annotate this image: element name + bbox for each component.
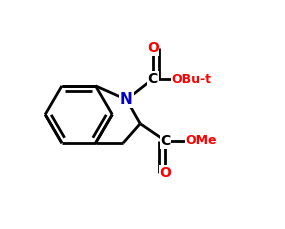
Text: C: C xyxy=(148,72,158,86)
Text: N: N xyxy=(120,92,133,107)
Text: OMe: OMe xyxy=(185,134,217,147)
Text: O: O xyxy=(147,41,159,55)
Text: O: O xyxy=(160,166,171,180)
Text: C: C xyxy=(160,134,170,148)
Text: OBu-t: OBu-t xyxy=(172,73,212,85)
